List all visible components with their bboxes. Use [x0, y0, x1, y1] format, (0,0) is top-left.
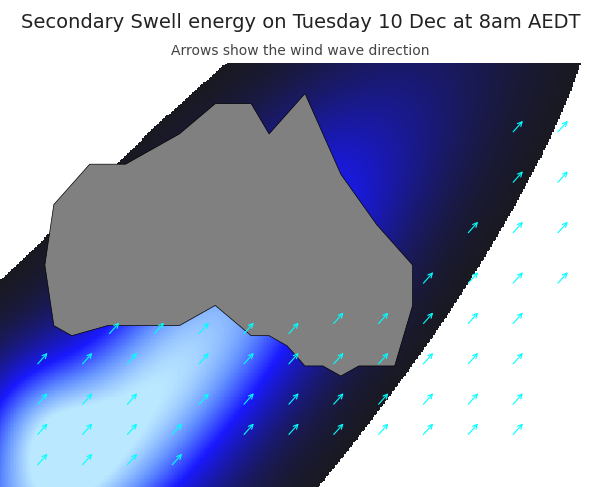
Text: Secondary Swell energy on Tuesday 10 Dec at 8am AEDT: Secondary Swell energy on Tuesday 10 Dec…: [21, 13, 580, 32]
Text: Arrows show the wind wave direction: Arrows show the wind wave direction: [171, 44, 430, 57]
Polygon shape: [45, 94, 413, 376]
